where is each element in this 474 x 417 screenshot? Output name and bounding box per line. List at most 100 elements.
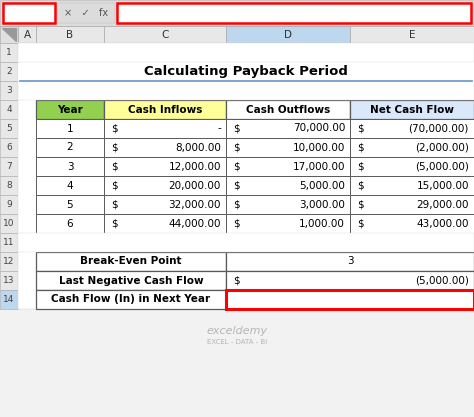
Bar — [3, 3, 55, 23]
Text: $: $ — [233, 123, 240, 133]
Text: Calculating Payback Period: Calculating Payback Period — [144, 65, 348, 78]
Text: $: $ — [111, 123, 118, 133]
Text: 6: 6 — [6, 143, 12, 152]
Bar — [0, 62, 18, 81]
Text: 12: 12 — [3, 257, 15, 266]
Text: -: - — [217, 123, 221, 133]
Bar — [226, 176, 350, 195]
Text: 2: 2 — [67, 143, 73, 153]
Text: 20,000.00: 20,000.00 — [417, 294, 469, 304]
Text: =VLOOKUP(D12+1, B5:E10, 2): =VLOOKUP(D12+1, B5:E10, 2) — [122, 8, 292, 18]
Text: $: $ — [111, 143, 118, 153]
Bar — [0, 26, 18, 43]
Bar — [0, 119, 18, 138]
Bar — [0, 138, 18, 157]
Text: 3: 3 — [6, 86, 12, 95]
Text: D: D — [284, 30, 292, 40]
Bar — [350, 26, 474, 43]
Bar — [36, 157, 104, 176]
Text: 17,000.00: 17,000.00 — [292, 161, 345, 171]
Bar — [104, 195, 226, 214]
Text: (70,000.00): (70,000.00) — [409, 123, 469, 133]
Bar — [104, 157, 226, 176]
Bar — [350, 157, 474, 176]
Text: $: $ — [357, 181, 364, 191]
Text: C: C — [161, 30, 169, 40]
Text: $: $ — [357, 219, 364, 229]
Bar — [350, 138, 474, 157]
Text: 1: 1 — [67, 123, 73, 133]
Bar — [350, 214, 474, 233]
Text: Net Cash Flow: Net Cash Flow — [370, 105, 454, 115]
Bar — [18, 26, 36, 43]
Text: $: $ — [233, 294, 240, 304]
Text: $: $ — [357, 143, 364, 153]
Text: $: $ — [111, 181, 118, 191]
Text: Last Negative Cash Flow: Last Negative Cash Flow — [59, 276, 203, 286]
Text: 4: 4 — [6, 105, 12, 114]
Text: 10,000.00: 10,000.00 — [292, 143, 345, 153]
Bar — [350, 176, 474, 195]
Bar — [36, 252, 226, 271]
Text: E: E — [409, 30, 415, 40]
Text: 8: 8 — [6, 181, 12, 190]
Text: ×   ✓   fx: × ✓ fx — [64, 8, 108, 18]
Bar — [0, 100, 18, 119]
Bar — [0, 233, 18, 252]
Text: 3: 3 — [67, 161, 73, 171]
Bar — [350, 119, 474, 138]
Text: $: $ — [233, 161, 240, 171]
Bar — [0, 157, 18, 176]
Bar — [0, 214, 18, 233]
Text: 6: 6 — [67, 219, 73, 229]
Text: (5,000.00): (5,000.00) — [415, 276, 469, 286]
Bar — [104, 26, 226, 43]
Bar — [36, 138, 104, 157]
Text: 43,000.00: 43,000.00 — [417, 219, 469, 229]
Bar — [36, 195, 104, 214]
Text: $: $ — [357, 199, 364, 209]
Text: 8,000.00: 8,000.00 — [175, 143, 221, 153]
Text: 14: 14 — [3, 295, 15, 304]
Bar — [226, 252, 474, 271]
Bar — [36, 214, 104, 233]
Text: 12,000.00: 12,000.00 — [168, 161, 221, 171]
Text: $: $ — [357, 123, 364, 133]
Text: 32,000.00: 32,000.00 — [168, 199, 221, 209]
Bar — [226, 26, 350, 43]
Bar — [36, 26, 104, 43]
Bar — [226, 290, 474, 309]
Bar — [226, 271, 474, 290]
Bar — [18, 233, 474, 252]
Text: $: $ — [233, 143, 240, 153]
Text: $: $ — [357, 161, 364, 171]
Bar — [226, 157, 350, 176]
Text: $: $ — [111, 161, 118, 171]
Bar — [18, 62, 474, 81]
Text: 3: 3 — [346, 256, 353, 266]
Text: Cash Inflows: Cash Inflows — [128, 105, 202, 115]
Text: $: $ — [233, 276, 240, 286]
Text: exceldemy: exceldemy — [207, 326, 267, 336]
Bar — [0, 43, 18, 62]
Text: EXCEL - DATA - BI: EXCEL - DATA - BI — [207, 339, 267, 345]
Text: 29,000.00: 29,000.00 — [417, 199, 469, 209]
Bar — [226, 138, 350, 157]
Bar — [0, 290, 18, 309]
Bar — [0, 176, 18, 195]
Text: 13: 13 — [3, 276, 15, 285]
Text: 2: 2 — [6, 67, 12, 76]
Text: 5: 5 — [6, 124, 12, 133]
Text: 20,000.00: 20,000.00 — [169, 181, 221, 191]
Bar — [18, 43, 474, 309]
Bar — [104, 176, 226, 195]
Bar — [350, 195, 474, 214]
Text: $: $ — [233, 199, 240, 209]
Text: $: $ — [111, 219, 118, 229]
Bar — [36, 100, 104, 119]
Text: 5: 5 — [67, 199, 73, 209]
Text: 4: 4 — [67, 181, 73, 191]
Bar — [104, 100, 226, 119]
Bar — [104, 138, 226, 157]
Bar — [0, 81, 18, 100]
